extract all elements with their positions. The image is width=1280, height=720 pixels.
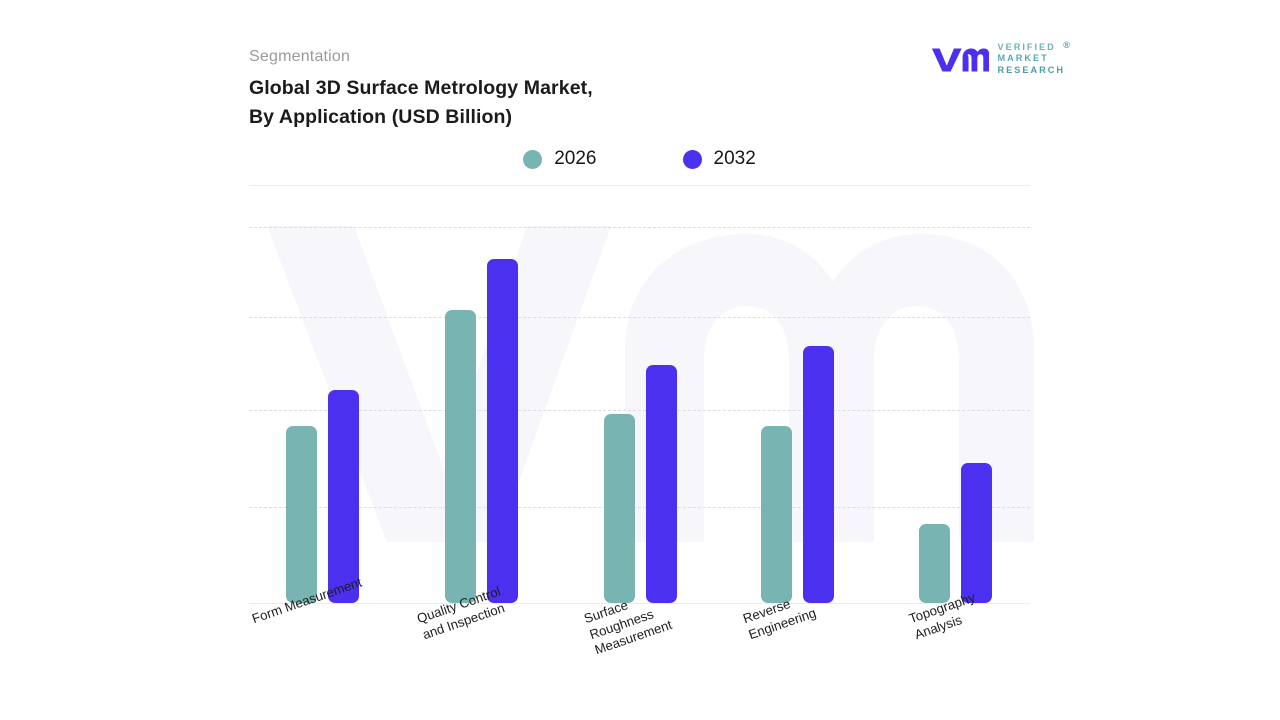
segmentation-eyebrow: Segmentation bbox=[249, 48, 351, 65]
logo-wordmark: VERIFIED MARKET RESEARCH ® bbox=[997, 40, 1070, 77]
bar-2032-5[interactable] bbox=[960, 463, 992, 603]
gridline-4 bbox=[249, 227, 1030, 228]
legend-color-swatch-icon bbox=[682, 149, 702, 169]
vm-logo-icon bbox=[931, 48, 990, 72]
registered-trademark-icon: ® bbox=[1063, 39, 1072, 50]
bar-2026-5[interactable] bbox=[918, 523, 950, 603]
bar-2026-2[interactable] bbox=[444, 309, 476, 603]
gridline-3 bbox=[249, 317, 1030, 318]
x-axis-baseline bbox=[249, 603, 1030, 604]
legend-color-swatch-icon bbox=[523, 149, 543, 169]
gridline-1 bbox=[249, 507, 1030, 508]
bar-2032-3[interactable] bbox=[645, 364, 677, 603]
logo-line-research: RESEARCH bbox=[997, 64, 1065, 75]
logo-line-market: MARKET bbox=[997, 53, 1049, 64]
bar-2032-2[interactable] bbox=[486, 259, 518, 603]
gridline-2 bbox=[249, 410, 1030, 411]
page-title: Global 3D Surface Metrology Market, By A… bbox=[249, 77, 593, 128]
x-axis-category-labels: Form Measurement Quality Control and Insp… bbox=[249, 575, 1030, 714]
verified-market-research-logo: VERIFIED MARKET RESEARCH ® bbox=[930, 40, 1070, 77]
logo-line-verified: VERIFIED bbox=[997, 41, 1056, 52]
header-divider bbox=[249, 185, 1030, 186]
chart-legend: 2026 2032 bbox=[249, 148, 1030, 170]
legend-item-2032[interactable]: 2032 bbox=[682, 148, 756, 170]
bar-series-container bbox=[249, 196, 1030, 604]
legend-label: 2026 bbox=[554, 148, 597, 169]
bar-2026-3[interactable] bbox=[603, 413, 635, 603]
legend-label: 2032 bbox=[713, 148, 756, 169]
plot-area bbox=[249, 196, 1034, 604]
bar-2026-1[interactable] bbox=[285, 426, 317, 603]
bar-2032-4[interactable] bbox=[802, 346, 834, 603]
bar-2032-1[interactable] bbox=[327, 389, 359, 603]
bar-2026-4[interactable] bbox=[760, 426, 792, 603]
legend-item-2026[interactable]: 2026 bbox=[523, 148, 597, 170]
